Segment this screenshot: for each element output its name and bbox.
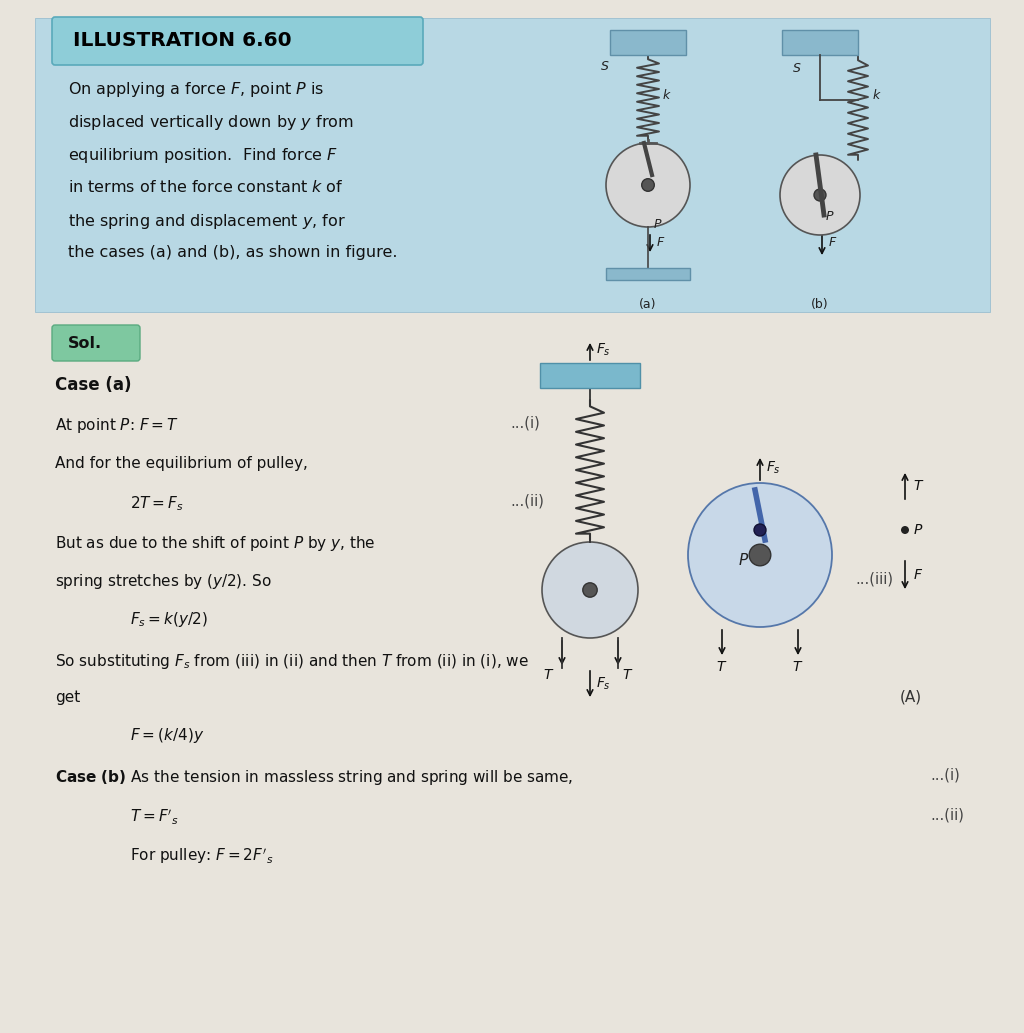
Text: $S$: $S$ [600,60,610,73]
Text: get: get [55,690,80,705]
Text: On applying a force $F$, point $P$ is: On applying a force $F$, point $P$ is [68,80,325,99]
Circle shape [901,526,909,534]
Text: $T$: $T$ [793,660,804,674]
Bar [782,30,858,55]
Text: ...(ii): ...(ii) [930,808,964,823]
Circle shape [780,155,860,234]
Text: ...(ii): ...(ii) [510,494,544,509]
Text: spring stretches by $(y/2)$. So: spring stretches by $(y/2)$. So [55,572,271,591]
Circle shape [754,524,766,536]
Text: $P$: $P$ [738,552,750,568]
Text: $S$: $S$ [793,62,802,75]
Text: $k$: $k$ [662,88,672,102]
Circle shape [583,583,597,597]
Bar [540,363,640,388]
Text: $F_s = k(y/2)$: $F_s = k(y/2)$ [130,611,208,629]
Text: displaced vertically down by $y$ from: displaced vertically down by $y$ from [68,113,353,132]
Text: equilibrium position.  Find force $F$: equilibrium position. Find force $F$ [68,146,338,165]
Text: ...(i): ...(i) [930,768,959,783]
Text: $P$: $P$ [825,210,835,223]
Bar [610,30,686,55]
Text: $T$: $T$ [717,660,728,674]
Circle shape [750,544,771,566]
Text: At point $P$: $F = T$: At point $P$: $F = T$ [55,416,179,435]
Text: For pulley: $F = 2F'_s$: For pulley: $F = 2F'_s$ [130,846,273,866]
Text: $\mathbf{Case\ (b)}$ As the tension in massless string and spring will be same,: $\mathbf{Case\ (b)}$ As the tension in m… [55,768,573,787]
Text: And for the equilibrium of pulley,: And for the equilibrium of pulley, [55,456,308,471]
Text: But as due to the shift of point $P$ by $y$, the: But as due to the shift of point $P$ by … [55,534,376,553]
Text: (A): (A) [900,690,923,705]
Text: $T$: $T$ [622,668,634,682]
Text: ILLUSTRATION 6.60: ILLUSTRATION 6.60 [73,31,292,51]
Text: $T = F'_s$: $T = F'_s$ [130,808,179,827]
Text: (b): (b) [811,298,828,311]
Text: $T$: $T$ [913,479,925,493]
Bar [35,18,990,312]
FancyBboxPatch shape [52,17,423,65]
Circle shape [642,179,654,191]
Circle shape [542,542,638,638]
Text: ...(iii): ...(iii) [855,572,893,587]
Text: $F$: $F$ [913,568,924,582]
Text: $F$: $F$ [828,236,838,249]
Text: $F_s$: $F_s$ [766,460,781,476]
FancyBboxPatch shape [52,325,140,361]
Text: $k$: $k$ [872,88,882,102]
Text: the spring and displacement $y$, for: the spring and displacement $y$, for [68,212,346,231]
Text: $2T = F_s$: $2T = F_s$ [130,494,184,512]
Text: $P$: $P$ [653,218,663,231]
Text: So substituting $F_s$ from (iii) in (ii) and then $T$ from (ii) in (i), we: So substituting $F_s$ from (iii) in (ii)… [55,652,529,671]
Circle shape [814,189,826,201]
Text: $F_s$: $F_s$ [596,342,611,358]
Text: $F_s$: $F_s$ [596,676,611,692]
Text: Sol.: Sol. [68,336,102,350]
Text: $T$: $T$ [543,668,554,682]
Text: $F = (k/4)y$: $F = (k/4)y$ [130,726,204,745]
Circle shape [606,143,690,227]
Text: $P$: $P$ [913,523,924,537]
Bar [606,268,690,280]
Text: Case (a): Case (a) [55,376,131,394]
Text: ...(i): ...(i) [510,416,540,431]
Text: $F$: $F$ [656,236,666,249]
Text: the cases (a) and (b), as shown in figure.: the cases (a) and (b), as shown in figur… [68,245,397,260]
Circle shape [688,483,831,627]
Text: in terms of the force constant $k$ of: in terms of the force constant $k$ of [68,179,344,195]
Text: (a): (a) [639,298,656,311]
